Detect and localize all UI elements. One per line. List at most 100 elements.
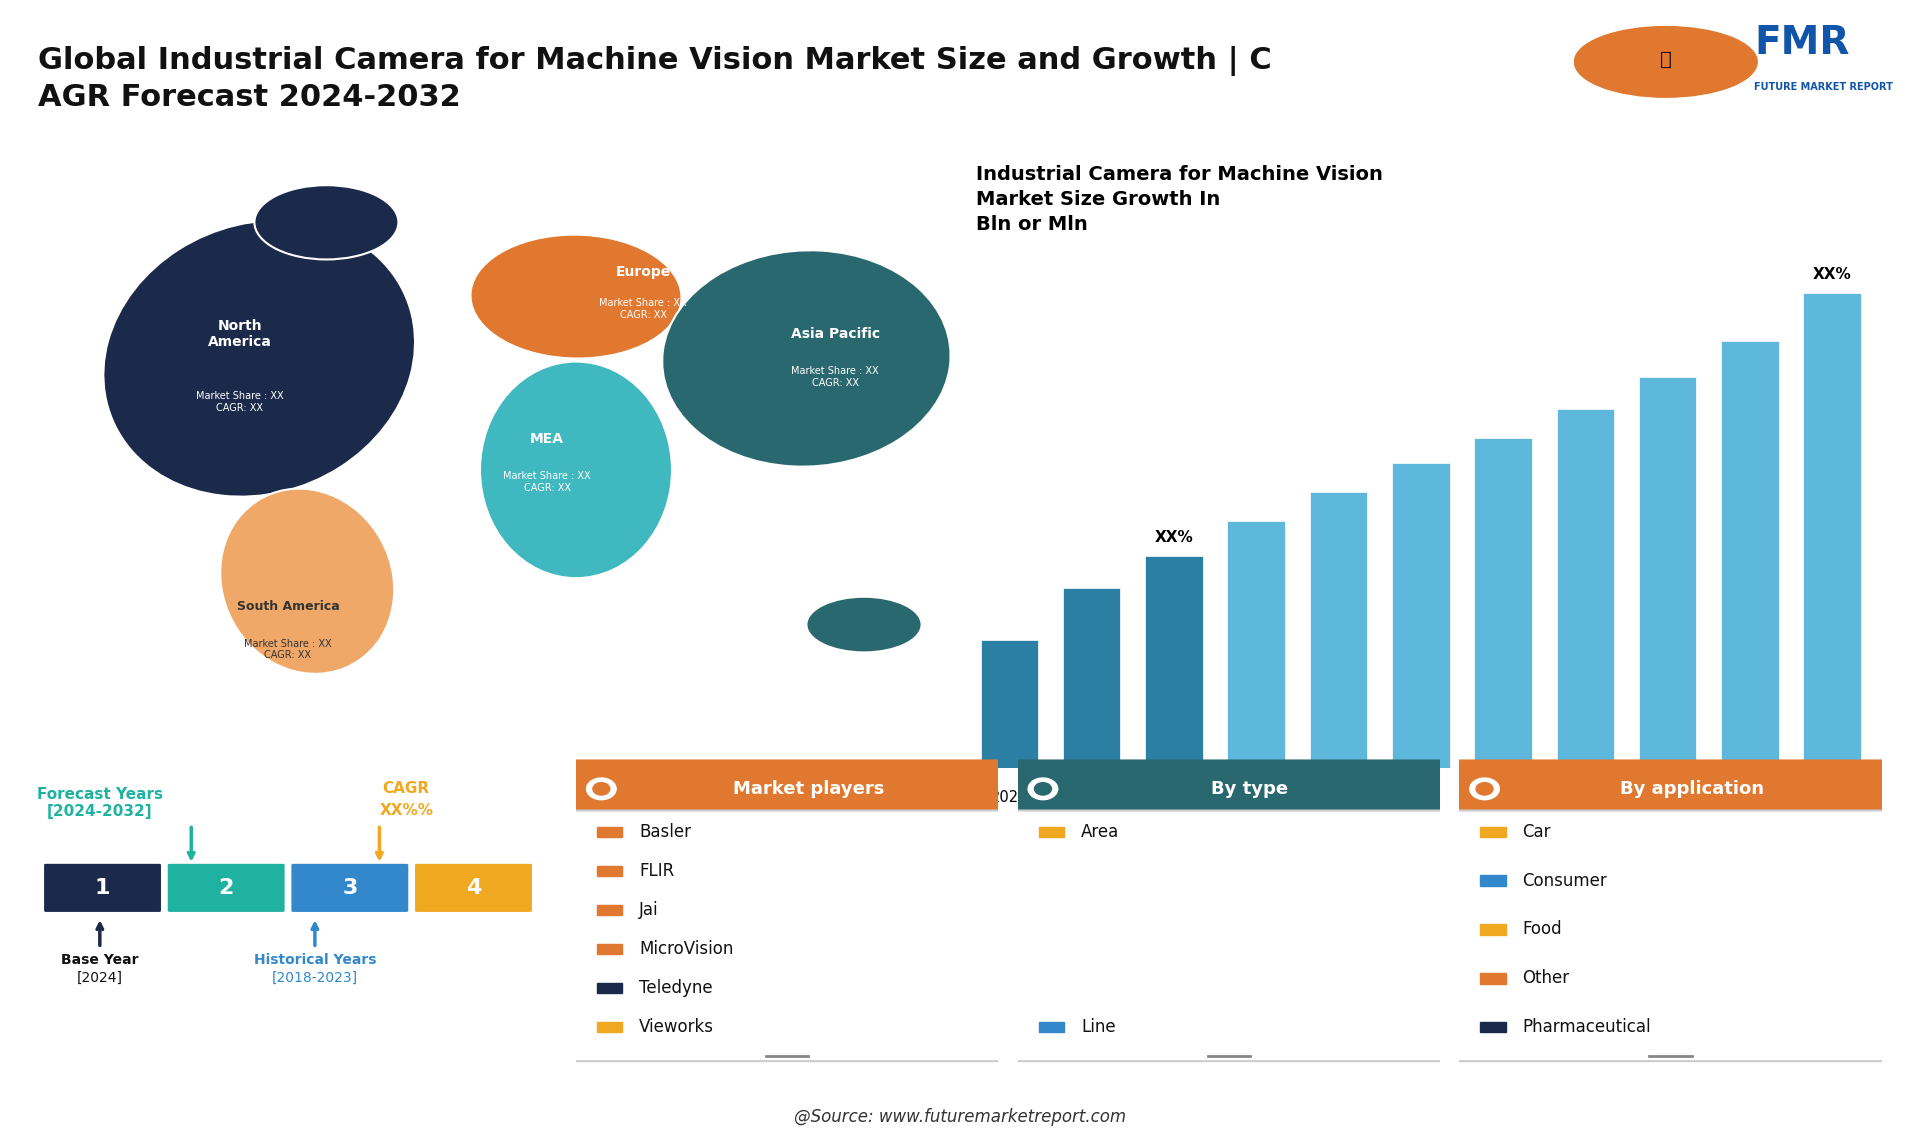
Bar	[597, 982, 622, 994]
FancyBboxPatch shape	[167, 863, 286, 912]
Text: FMR: FMR	[1753, 24, 1849, 62]
Bar	[1392, 463, 1450, 768]
Ellipse shape	[480, 361, 672, 578]
Circle shape	[1574, 26, 1757, 97]
Ellipse shape	[470, 235, 682, 359]
Text: 2029: 2029	[1567, 791, 1603, 806]
Text: Market Share : XX
CAGR: XX: Market Share : XX CAGR: XX	[244, 638, 332, 660]
Bar	[1480, 924, 1505, 935]
Text: Pharmaceutical: Pharmaceutical	[1523, 1018, 1651, 1036]
Ellipse shape	[221, 488, 394, 674]
Circle shape	[1476, 783, 1494, 795]
Text: Line: Line	[1081, 1018, 1116, 1036]
Text: Car: Car	[1523, 823, 1551, 841]
Text: CAGR: CAGR	[382, 782, 430, 796]
Text: North
America: North America	[207, 319, 273, 348]
Bar	[1480, 973, 1505, 983]
FancyBboxPatch shape	[415, 863, 532, 912]
Text: [2018-2023]: [2018-2023]	[273, 972, 357, 986]
Text: Food: Food	[1523, 920, 1563, 939]
Ellipse shape	[662, 250, 950, 466]
Text: MicroVision: MicroVision	[639, 940, 733, 958]
Bar	[1039, 826, 1064, 838]
Bar	[1557, 409, 1615, 768]
Bar	[1720, 342, 1778, 768]
Bar	[1309, 492, 1367, 768]
Bar	[1640, 377, 1697, 768]
Bar	[597, 943, 622, 955]
FancyBboxPatch shape	[570, 810, 1004, 1061]
Text: Other: Other	[1523, 970, 1571, 987]
FancyBboxPatch shape	[1012, 810, 1446, 1061]
FancyBboxPatch shape	[44, 863, 161, 912]
Circle shape	[1035, 783, 1052, 795]
Text: Historical Years: Historical Years	[253, 952, 376, 967]
Text: FUTURE MARKET REPORT: FUTURE MARKET REPORT	[1753, 83, 1893, 92]
Text: Market Share : XX
CAGR: XX: Market Share : XX CAGR: XX	[503, 471, 591, 493]
Bar	[1227, 521, 1284, 768]
Text: Forecast Years
[2024-2032]: Forecast Years [2024-2032]	[36, 786, 163, 819]
Text: By application: By application	[1620, 779, 1763, 798]
Bar	[597, 1021, 622, 1033]
Text: Teledyne: Teledyne	[639, 979, 712, 997]
Circle shape	[1471, 778, 1500, 800]
Bar	[597, 904, 622, 916]
Text: Jai: Jai	[639, 901, 659, 919]
Text: Europe: Europe	[616, 265, 670, 278]
Text: XX%: XX%	[1812, 267, 1851, 282]
Text: Asia Pacific: Asia Pacific	[791, 327, 879, 340]
Bar	[981, 639, 1039, 768]
Text: 2023: 2023	[1073, 791, 1110, 806]
Bar	[1480, 826, 1505, 838]
Text: Industrial Camera for Machine Vision
Market Size Growth In
Bln or Mln: Industrial Camera for Machine Vision Mar…	[977, 165, 1382, 234]
Bar	[597, 865, 622, 877]
Bar	[1064, 588, 1121, 768]
Text: @Source: www.futuremarketreport.com: @Source: www.futuremarketreport.com	[795, 1108, 1125, 1127]
Text: 2: 2	[219, 878, 234, 897]
Text: XX%: XX%	[1154, 529, 1194, 544]
Text: 4: 4	[467, 878, 482, 897]
Text: Market players: Market players	[733, 779, 883, 798]
Ellipse shape	[253, 186, 399, 259]
Text: 1: 1	[94, 878, 109, 897]
Bar	[1144, 556, 1202, 768]
FancyBboxPatch shape	[1453, 810, 1887, 1061]
Bar	[1480, 1021, 1505, 1033]
Ellipse shape	[104, 220, 415, 496]
Bar	[1480, 876, 1505, 886]
Bar	[1803, 293, 1860, 768]
Text: Market Share : XX
CAGR: XX: Market Share : XX CAGR: XX	[196, 391, 284, 413]
Text: FLIR: FLIR	[639, 862, 674, 880]
Text: Vieworks: Vieworks	[639, 1018, 714, 1036]
Text: By type: By type	[1212, 779, 1288, 798]
Text: 2030: 2030	[1649, 791, 1686, 806]
Text: 2022: 2022	[991, 791, 1027, 806]
Text: 2025: 2025	[1238, 791, 1275, 806]
Bar	[1039, 1021, 1064, 1033]
Text: South America: South America	[236, 599, 340, 612]
Circle shape	[588, 778, 616, 800]
Circle shape	[593, 783, 611, 795]
Text: 2028: 2028	[1484, 791, 1523, 806]
Text: 2032: 2032	[1814, 791, 1851, 806]
Text: Consumer: Consumer	[1523, 872, 1607, 889]
Text: Area: Area	[1081, 823, 1119, 841]
Circle shape	[1027, 778, 1058, 800]
Text: XX%%: XX%%	[380, 803, 434, 818]
Text: 📷: 📷	[1661, 50, 1672, 69]
Text: 3: 3	[342, 878, 357, 897]
FancyBboxPatch shape	[1010, 760, 1448, 818]
Bar	[1475, 438, 1532, 768]
Text: 2031: 2031	[1732, 791, 1768, 806]
FancyBboxPatch shape	[290, 863, 409, 912]
Text: [2024]: [2024]	[77, 972, 123, 986]
Text: Base Year: Base Year	[61, 952, 138, 967]
Bar	[597, 826, 622, 838]
FancyBboxPatch shape	[568, 760, 1006, 818]
Text: Market Share : XX
CAGR: XX: Market Share : XX CAGR: XX	[599, 298, 687, 320]
Text: Basler: Basler	[639, 823, 691, 841]
Text: Market Share : XX
CAGR: XX: Market Share : XX CAGR: XX	[791, 367, 879, 387]
Text: 2024: 2024	[1156, 791, 1192, 806]
Text: Global Industrial Camera for Machine Vision Market Size and Growth | C
AGR Forec: Global Industrial Camera for Machine Vis…	[38, 46, 1273, 112]
Text: 2027: 2027	[1402, 791, 1440, 806]
